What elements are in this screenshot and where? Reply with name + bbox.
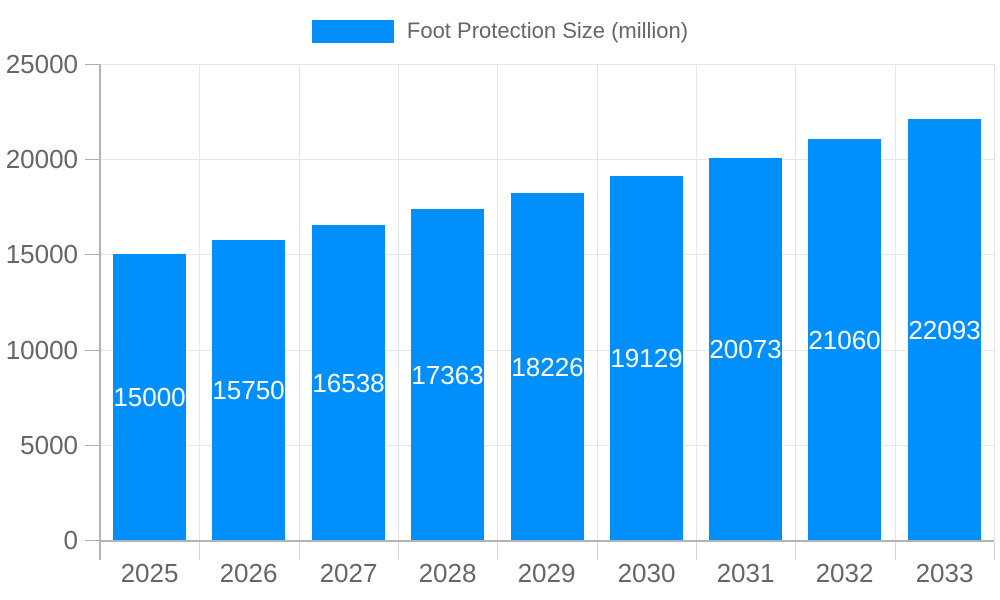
x-axis-label: 2025 xyxy=(120,558,179,588)
v-gridline xyxy=(199,64,200,540)
legend: Foot Protection Size (million) xyxy=(0,18,1000,44)
bar[interactable] xyxy=(411,209,484,540)
bar[interactable] xyxy=(212,240,285,540)
y-axis-tick xyxy=(85,540,100,541)
y-axis-tick xyxy=(85,64,100,65)
y-axis-label: 20000 xyxy=(5,144,78,174)
bar[interactable] xyxy=(709,158,782,540)
x-axis-label: 2026 xyxy=(219,558,278,588)
legend-item[interactable]: Foot Protection Size (million) xyxy=(311,18,689,44)
v-gridline xyxy=(398,64,399,540)
x-axis-label: 2028 xyxy=(418,558,477,588)
v-gridline xyxy=(299,64,300,540)
bar[interactable] xyxy=(908,119,981,540)
x-axis-label: 2030 xyxy=(617,558,676,588)
bar[interactable] xyxy=(312,225,385,540)
x-axis-tick xyxy=(696,542,697,560)
y-axis-label: 0 xyxy=(63,525,78,555)
bar[interactable] xyxy=(511,193,584,540)
bar[interactable] xyxy=(113,254,186,540)
v-gridline xyxy=(994,64,995,540)
legend-label: Foot Protection Size (million) xyxy=(406,18,689,43)
v-gridline xyxy=(795,64,796,540)
y-axis-tick xyxy=(85,350,100,351)
v-gridline xyxy=(497,64,498,540)
x-axis-label: 2027 xyxy=(319,558,378,588)
y-axis-tick xyxy=(85,445,100,446)
legend-swatch-icon xyxy=(311,19,394,43)
bar[interactable] xyxy=(808,139,881,540)
x-axis-label: 2031 xyxy=(716,558,775,588)
x-axis-tick xyxy=(497,542,498,560)
x-axis-tick xyxy=(597,542,598,560)
x-axis-tick xyxy=(895,542,896,560)
h-gridline xyxy=(100,159,994,160)
bar[interactable] xyxy=(610,176,683,540)
y-axis-label: 15000 xyxy=(5,239,78,269)
h-gridline xyxy=(100,64,994,65)
x-axis-label: 2033 xyxy=(915,558,974,588)
x-axis-tick xyxy=(199,542,200,560)
y-axis-tick xyxy=(85,254,100,255)
x-axis-tick xyxy=(398,542,399,560)
v-gridline xyxy=(895,64,896,540)
x-axis-tick xyxy=(994,542,995,560)
y-axis-line xyxy=(99,64,101,560)
v-gridline xyxy=(597,64,598,540)
x-axis-tick xyxy=(795,542,796,560)
y-axis-label: 25000 xyxy=(5,49,78,79)
y-axis-label: 10000 xyxy=(5,335,78,365)
y-axis-label: 5000 xyxy=(20,430,78,460)
x-axis-label: 2029 xyxy=(517,558,576,588)
x-axis-line xyxy=(99,540,994,542)
v-gridline xyxy=(696,64,697,540)
x-axis-label: 2032 xyxy=(815,558,874,588)
x-axis-tick xyxy=(299,542,300,560)
y-axis-tick xyxy=(85,159,100,160)
